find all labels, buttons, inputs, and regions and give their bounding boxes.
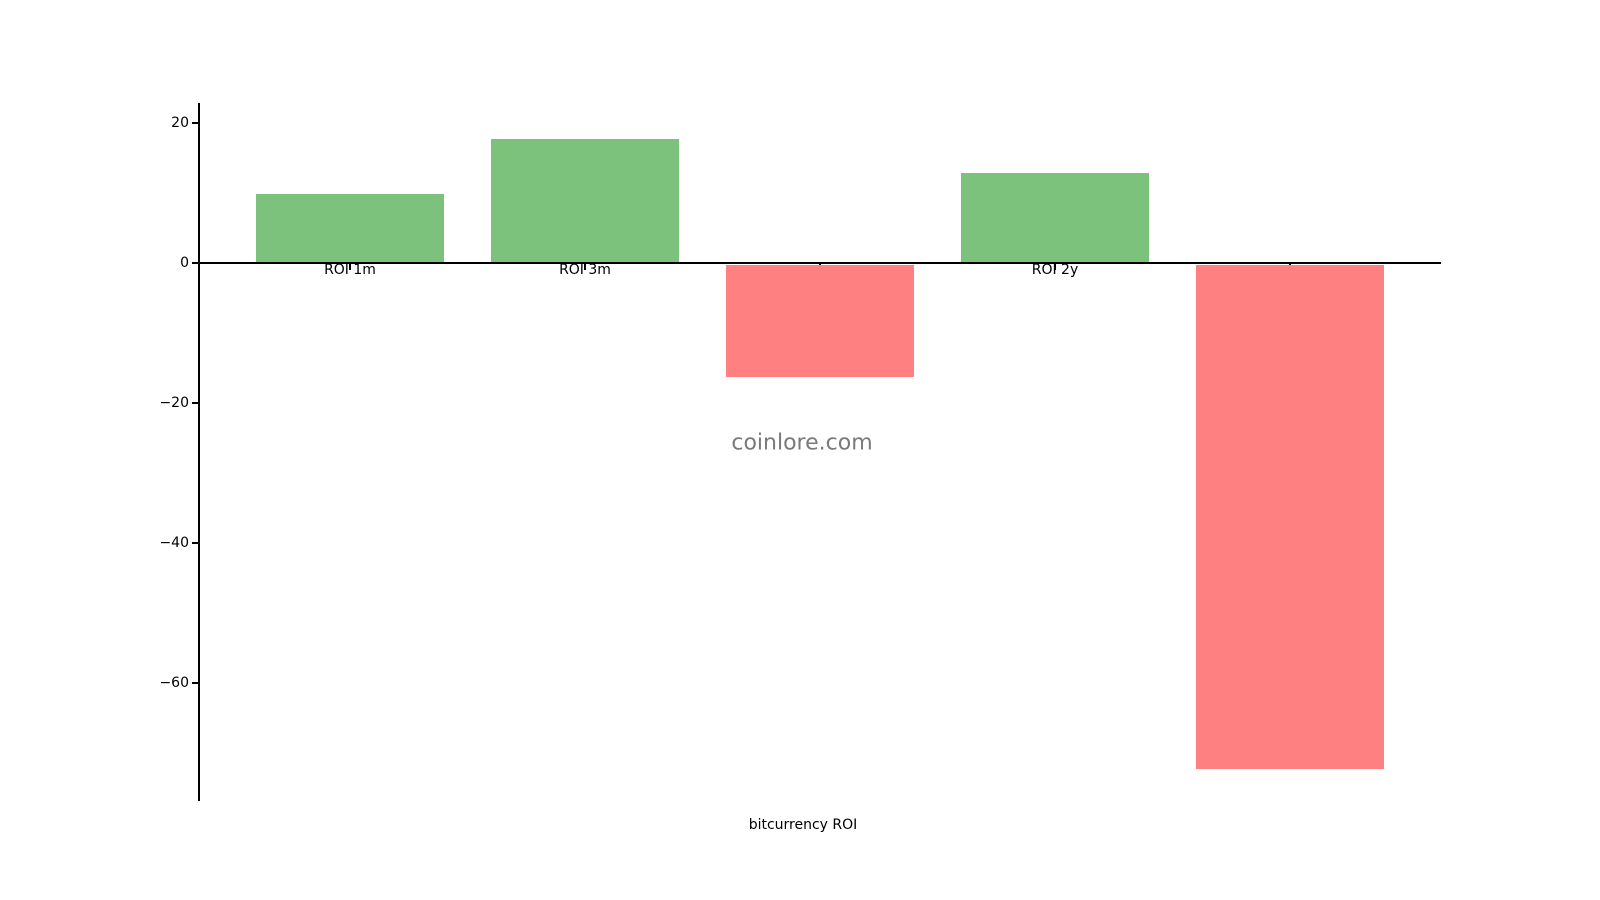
- x-axis-title: bitcurrency ROI: [748, 817, 858, 833]
- y-tick-label: −40: [159, 535, 189, 551]
- y-tick-mark: [192, 122, 199, 124]
- y-tick-label: −20: [159, 395, 189, 411]
- y-tick-label: −60: [159, 675, 189, 691]
- y-tick-mark: [192, 402, 199, 404]
- y-tick-mark: [192, 682, 199, 684]
- y-axis-line: [198, 103, 200, 801]
- x-axis-zero-line: [198, 262, 1441, 264]
- y-tick-mark: [192, 542, 199, 544]
- bar-roi-2y: [961, 172, 1149, 263]
- y-tick-label: 0: [180, 255, 189, 271]
- x-tick-mark: [1054, 262, 1056, 270]
- x-tick-mark: [584, 262, 586, 270]
- x-tick-label: ROI 3m: [559, 262, 611, 278]
- x-tick-label: ROI 1m: [324, 262, 376, 278]
- x-tick-label: ROI 2y: [1031, 262, 1079, 278]
- y-tick-label: 20: [171, 115, 189, 131]
- y-tick-mark: [192, 262, 199, 264]
- x-tick-mark: [349, 262, 351, 270]
- bar-roi-3m: [491, 139, 679, 263]
- bar-roi-1m: [256, 193, 444, 263]
- bar-roi-4: [1196, 264, 1384, 770]
- bar-roi-2: [726, 264, 914, 377]
- watermark-text: coinlore.com: [731, 430, 873, 456]
